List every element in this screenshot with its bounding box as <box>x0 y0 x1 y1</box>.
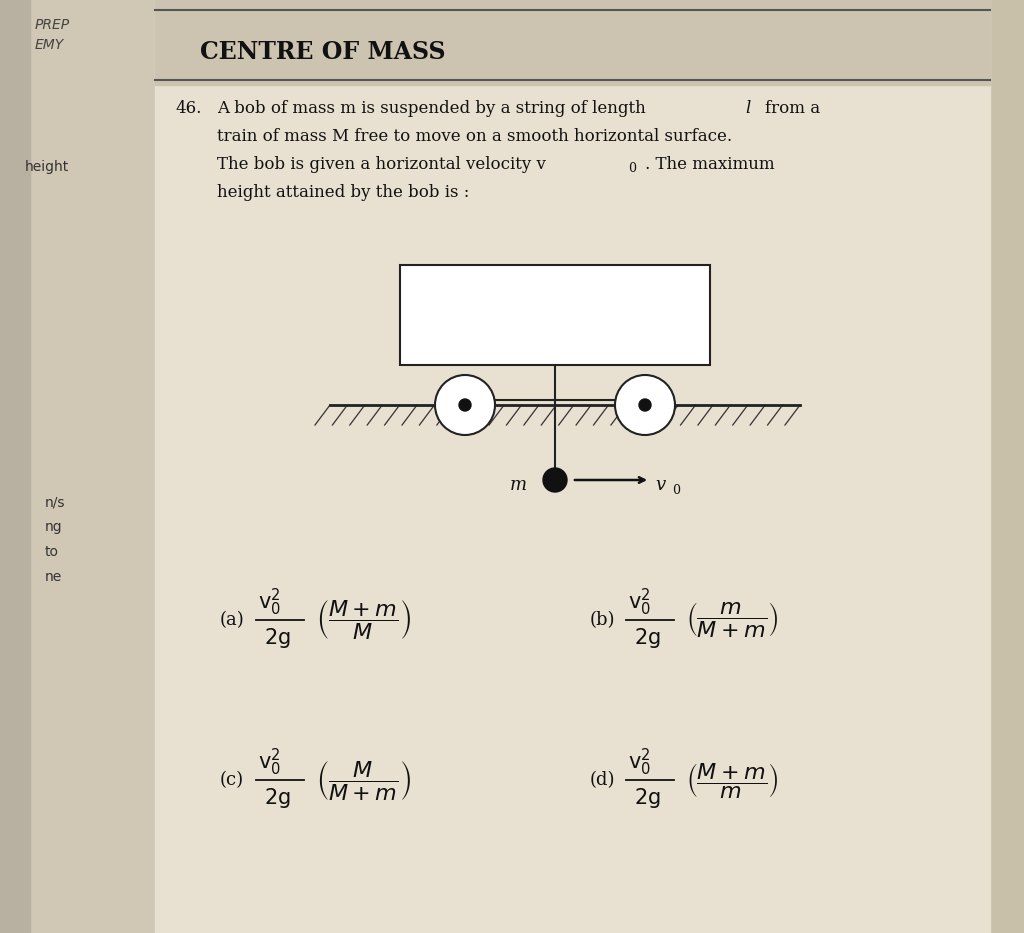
Text: A bob of mass m is suspended by a string of length: A bob of mass m is suspended by a string… <box>217 100 646 117</box>
Text: (b): (b) <box>590 611 615 629</box>
Text: . The maximum: . The maximum <box>645 156 774 173</box>
Text: PREP: PREP <box>35 18 70 32</box>
Text: $\mathregular{v_0^2}$: $\mathregular{v_0^2}$ <box>628 587 651 618</box>
Circle shape <box>435 375 495 435</box>
Bar <box>400 265 710 365</box>
Text: $\mathregular{v_0^2}$: $\mathregular{v_0^2}$ <box>258 746 281 777</box>
Text: CENTRE OF MASS: CENTRE OF MASS <box>200 40 445 64</box>
Bar <box>990 0 1024 933</box>
Text: The bob is given a horizontal velocity v: The bob is given a horizontal velocity v <box>217 156 546 173</box>
Text: $\left(\dfrac{m}{M+m}\right)$: $\left(\dfrac{m}{M+m}\right)$ <box>686 601 778 639</box>
Text: ng: ng <box>45 520 62 534</box>
Circle shape <box>639 399 651 411</box>
Text: (a): (a) <box>220 611 245 629</box>
Text: train of mass M free to move on a smooth horizontal surface.: train of mass M free to move on a smooth… <box>217 128 732 145</box>
Text: $\mathregular{v_0^2}$: $\mathregular{v_0^2}$ <box>258 587 281 618</box>
Text: to: to <box>45 545 59 559</box>
Text: l: l <box>745 100 751 117</box>
Text: $\mathregular{2g}$: $\mathregular{2g}$ <box>634 786 660 810</box>
Text: $\left(\dfrac{M}{M+m}\right)$: $\left(\dfrac{M}{M+m}\right)$ <box>316 759 411 801</box>
Text: height attained by the bob is :: height attained by the bob is : <box>217 184 469 201</box>
Bar <box>155 0 990 933</box>
Text: $\left(\dfrac{M+m}{M}\right)$: $\left(\dfrac{M+m}{M}\right)$ <box>316 598 411 642</box>
Text: $\mathregular{v_0^2}$: $\mathregular{v_0^2}$ <box>628 746 651 777</box>
Text: $\mathregular{2g}$: $\mathregular{2g}$ <box>634 626 660 650</box>
Bar <box>155 0 990 85</box>
Text: (d): (d) <box>590 771 615 789</box>
Text: m: m <box>510 476 527 494</box>
Text: 0: 0 <box>672 483 680 496</box>
Text: height: height <box>25 160 70 174</box>
Text: $\mathregular{2g}$: $\mathregular{2g}$ <box>264 786 291 810</box>
Circle shape <box>615 375 675 435</box>
Text: $\mathregular{2g}$: $\mathregular{2g}$ <box>264 626 291 650</box>
Circle shape <box>459 399 471 411</box>
Text: v: v <box>655 476 666 494</box>
Text: ne: ne <box>45 570 62 584</box>
Text: $\left(\dfrac{M+m}{m}\right)$: $\left(\dfrac{M+m}{m}\right)$ <box>686 760 778 800</box>
Circle shape <box>543 468 567 492</box>
Text: EMY: EMY <box>35 38 65 52</box>
Text: n/s: n/s <box>45 495 66 509</box>
Text: 0: 0 <box>628 162 636 175</box>
Bar <box>0 0 30 933</box>
Text: from a: from a <box>765 100 820 117</box>
Text: (c): (c) <box>220 771 244 789</box>
Bar <box>0 0 155 933</box>
Text: 46.: 46. <box>175 100 202 117</box>
